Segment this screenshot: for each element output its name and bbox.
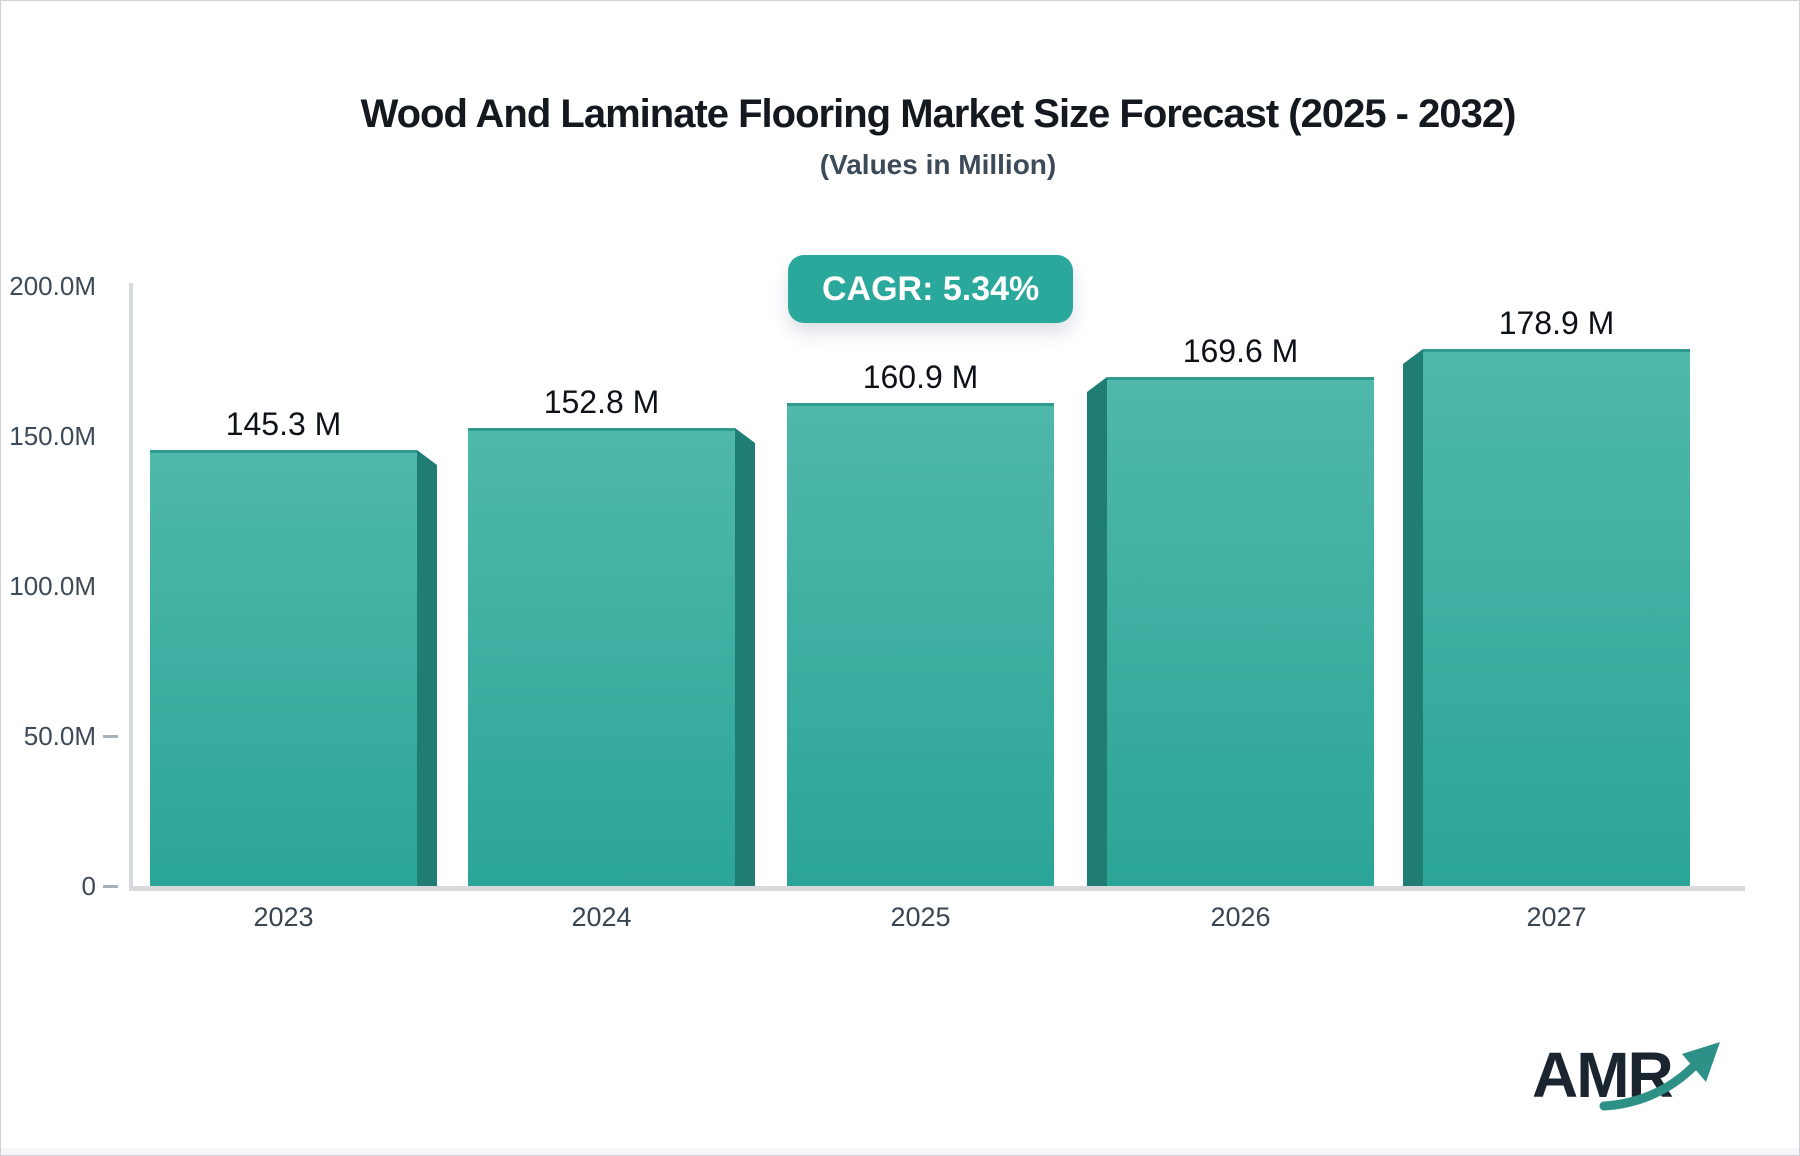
cagr-badge-label: CAGR: 5.34% — [822, 269, 1040, 308]
bar-side-face — [1087, 377, 1107, 886]
bar-value-label: 152.8 M — [543, 384, 660, 420]
bar-value-label: 178.9 M — [1498, 305, 1615, 341]
x-tick-label: 2025 — [890, 902, 951, 932]
x-axis-line — [129, 886, 1745, 891]
bar-value-label: 145.3 M — [225, 406, 342, 442]
y-axis-line — [129, 283, 133, 891]
y-tick-label: 0 — [81, 871, 96, 901]
amr-logo: AMR — [1532, 1032, 1722, 1116]
y-tick-label: 200.0M — [9, 271, 96, 301]
y-tick-mark — [103, 735, 118, 738]
x-tick-label: 2024 — [571, 902, 632, 932]
x-tick-label: 2023 — [253, 902, 314, 932]
page-subtitle: (Values in Million) — [819, 149, 1057, 180]
trend-arrow-head — [1682, 1042, 1720, 1082]
x-tick-label: 2027 — [1526, 902, 1587, 932]
footer-strip — [0, 1148, 1800, 1156]
y-tick-label: 100.0M — [9, 571, 96, 601]
bar-2027 — [1423, 349, 1690, 886]
bar-2026 — [1107, 377, 1374, 886]
page-title: Wood And Laminate Flooring Market Size F… — [360, 92, 1517, 136]
cagr-badge: CAGR: 5.34% — [788, 255, 1074, 323]
bar-value-label: 169.6 M — [1182, 333, 1299, 369]
bar-side-face — [1403, 349, 1423, 886]
trend-up-arrow-icon — [1599, 1042, 1720, 1111]
y-tick-label: 50.0M — [23, 721, 96, 751]
bar-2025 — [787, 403, 1054, 886]
trend-arrow-swoosh — [1599, 1061, 1699, 1111]
bar-value-label: 160.9 M — [862, 359, 979, 395]
y-tick-label: 150.0M — [9, 421, 96, 451]
bar-side-face — [417, 450, 437, 886]
bar-side-face — [735, 428, 755, 886]
y-tick-mark — [103, 885, 118, 888]
bar-2023 — [150, 450, 417, 886]
bar-2024 — [468, 428, 735, 886]
x-tick-label: 2026 — [1210, 902, 1271, 932]
